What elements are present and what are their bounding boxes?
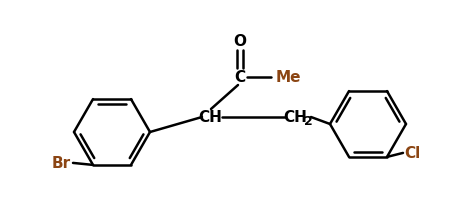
Text: Cl: Cl: [404, 146, 420, 161]
Text: CH: CH: [198, 110, 222, 125]
Text: Me: Me: [276, 70, 301, 85]
Text: C: C: [234, 70, 245, 85]
Text: Br: Br: [52, 156, 71, 171]
Text: CH: CH: [283, 110, 307, 125]
Text: 2: 2: [304, 115, 313, 128]
Text: O: O: [233, 34, 246, 49]
